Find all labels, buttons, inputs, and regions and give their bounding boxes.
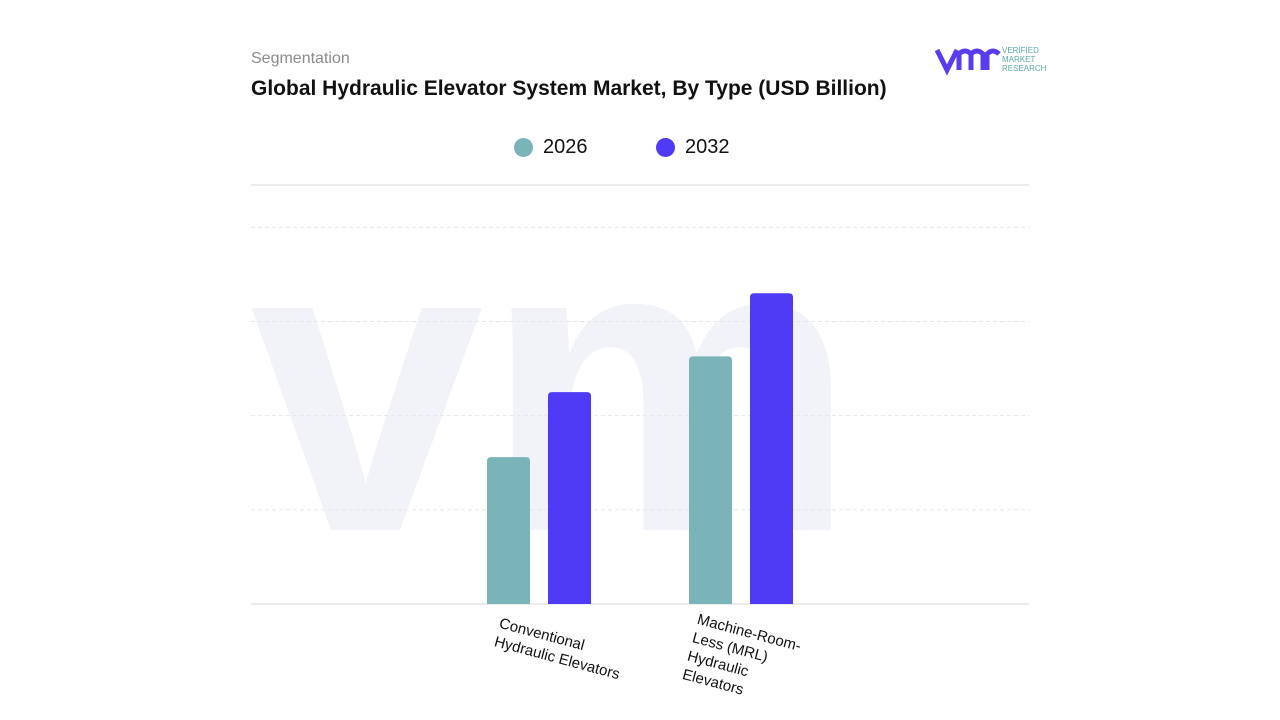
bar-2026-2[interactable] (689, 356, 732, 604)
bar-2032-1[interactable] (548, 392, 591, 604)
legend-swatch (656, 138, 675, 157)
chart-title: Global Hydraulic Elevator System Market,… (251, 77, 887, 100)
logo-text-2: MARKET (1002, 55, 1035, 64)
legend-item-2026[interactable]: 2026 (514, 136, 588, 159)
legend-swatch (514, 138, 533, 157)
vmr-logo: VERIFIED MARKET RESEARCH (934, 44, 1060, 81)
logo-text-1: VERIFIED (1002, 46, 1039, 55)
logo-mark-icon: VERIFIED MARKET RESEARCH (934, 46, 1047, 76)
logo-text-3: RESEARCH (1002, 64, 1047, 73)
legend: 2026 2032 (0, 136, 1280, 160)
legend-item-2032[interactable]: 2032 (656, 136, 730, 159)
bar-2026-1[interactable] (487, 457, 530, 604)
bar-2032-2[interactable] (750, 293, 793, 604)
segment-label: Segmentation (251, 50, 350, 67)
legend-label: 2026 (543, 136, 588, 158)
legend-label: 2032 (685, 136, 730, 158)
